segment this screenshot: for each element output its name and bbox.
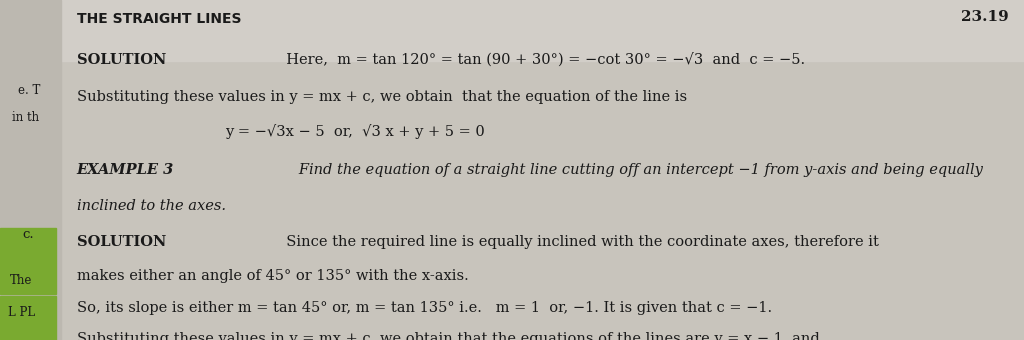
Text: EXAMPLE 3: EXAMPLE 3 [77, 163, 174, 177]
Text: So, its slope is either m = tan 45° or, m = tan 135° i.e.   m = 1  or, −1. It is: So, its slope is either m = tan 45° or, … [77, 301, 772, 315]
Text: SOLUTION: SOLUTION [77, 53, 166, 67]
Text: c.: c. [23, 228, 34, 241]
Text: THE STRAIGHT LINES: THE STRAIGHT LINES [77, 12, 242, 26]
Text: Find the equation of a straight line cutting off an intercept −1 from y-axis and: Find the equation of a straight line cut… [285, 163, 983, 177]
Text: e. T: e. T [18, 84, 41, 97]
Text: makes either an angle of 45° or 135° with the x-axis.: makes either an angle of 45° or 135° wit… [77, 269, 469, 283]
Text: L PL: L PL [8, 306, 35, 319]
Text: inclined to the axes.: inclined to the axes. [77, 199, 226, 213]
Text: The: The [10, 274, 33, 287]
Text: Substituting these values in y = mx + c, we obtain  that the equation of the lin: Substituting these values in y = mx + c,… [77, 90, 687, 104]
Bar [0, 0, 1024, 61]
Text: y = −√3x − 5  or,  √3 x + y + 5 = 0: y = −√3x − 5 or, √3 x + y + 5 = 0 [225, 124, 485, 139]
Text: Since the required line is equally inclined with the coordinate axes, therefore : Since the required line is equally incli… [276, 235, 879, 249]
Text: SOLUTION: SOLUTION [77, 235, 166, 249]
Bar [0, 0, 61, 340]
Bar [0, 296, 56, 340]
Text: Here,  m = tan 120° = tan (90 + 30°) = −cot 30° = −√3  and  c = −5.: Here, m = tan 120° = tan (90 + 30°) = −c… [276, 53, 805, 67]
Bar [0, 228, 56, 294]
Text: in th: in th [12, 111, 39, 124]
Text: 23.19: 23.19 [961, 10, 1009, 24]
Text: Substituting these values in y = mx + c, we obtain that the equations of the lin: Substituting these values in y = mx + c,… [77, 332, 819, 340]
